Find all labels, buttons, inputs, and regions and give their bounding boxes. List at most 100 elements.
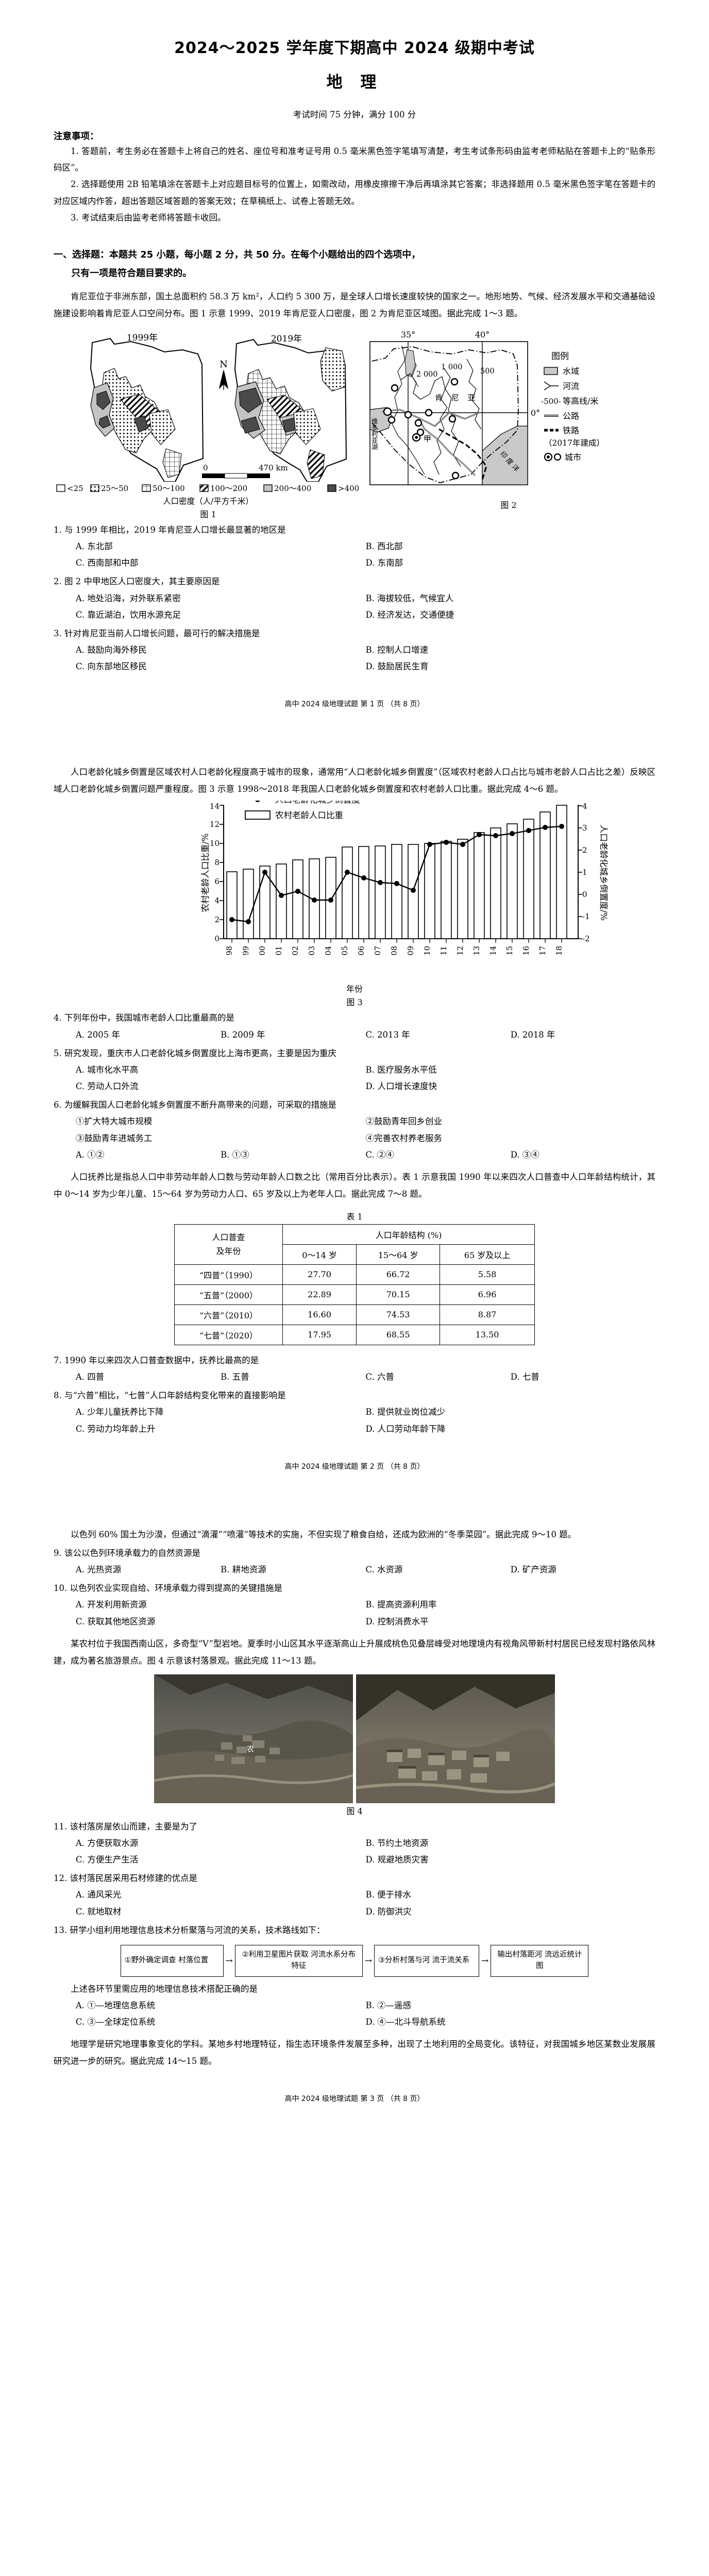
cell-0-14: 27.70 [282, 1264, 357, 1285]
question-13-tail-text: 上述各环节里需应用的地理信息技术搭配正确的是 [71, 1984, 258, 1994]
option-11a[interactable]: A. 方便获取水源 [75, 1838, 139, 1848]
option-1b[interactable]: B. 西北部 [365, 541, 403, 552]
option-3a[interactable]: A. 鼓励向海外移民 [75, 645, 147, 655]
option-13d[interactable]: D. ④—北斗导航系统 [365, 2017, 446, 2027]
svg-text:1999: 1999 [242, 946, 250, 955]
option-6a[interactable]: A. ①② [75, 1149, 105, 1160]
svg-text:2: 2 [214, 915, 220, 924]
question-10-text: 以色列农业实现自给、环境承载力得到提高的关键措施是 [70, 1583, 283, 1594]
option-3b[interactable]: B. 控制人口增速 [365, 645, 429, 655]
option-2b[interactable]: B. 海拔较低，气候宜人 [365, 593, 454, 603]
question-5-options: A. 城市化水平高 B. 医疗服务水平低 C. 劳动人口外流 D. 人口增长速度… [54, 1062, 655, 1095]
line-markers [229, 824, 564, 925]
option-4a[interactable]: A. 2005 年 [75, 1029, 121, 1040]
question-9: 9. 该公以色列环境承载力的自然资源是 A. 光热资源 B. 耕地资源 C. 水… [54, 1545, 655, 1578]
svg-text:4: 4 [582, 802, 587, 811]
option-6c[interactable]: C. ②④ [365, 1149, 394, 1160]
svg-text:2011: 2011 [440, 946, 448, 955]
option-5c[interactable]: C. 劳动人口外流 [75, 1081, 139, 1092]
row-label: “五普”（2000） [174, 1284, 283, 1305]
statement-6-2: ②鼓励青年回乡创业 [365, 1116, 442, 1127]
option-2d[interactable]: D. 经济发达，交通便捷 [365, 609, 454, 620]
option-4b[interactable]: B. 2009 年 [221, 1029, 265, 1040]
row-label: “四普”（1990） [174, 1264, 283, 1285]
option-8b[interactable]: B. 提供就业岗位减少 [365, 1407, 446, 1417]
city-marker [416, 428, 425, 436]
option-5d[interactable]: D. 人口增长速度快 [365, 1081, 437, 1092]
city-marker [414, 419, 423, 427]
option-1a[interactable]: A. 东北部 [75, 541, 113, 552]
option-12b[interactable]: B. 便于排水 [365, 1890, 412, 1900]
option-9a[interactable]: A. 光热资源 [75, 1564, 122, 1574]
option-11d[interactable]: D. 规避地质灾害 [365, 1855, 429, 1865]
question-11-num: 11. [54, 1821, 67, 1832]
option-6b[interactable]: B. ①③ [221, 1149, 249, 1160]
question-13-text: 研学小组利用地理信息技术分析聚落与河流的关系，技术路线如下： [70, 1925, 325, 1935]
option-5b[interactable]: B. 医疗服务水平低 [365, 1064, 437, 1075]
option-3c[interactable]: C. 向东部地区移民 [75, 662, 147, 672]
option-10a[interactable]: A. 开发利用新资源 [75, 1600, 147, 1610]
option-11b[interactable]: B. 节约土地资源 [365, 1838, 429, 1848]
option-9c[interactable]: C. 水资源 [365, 1564, 403, 1574]
cell-15-64: 68.55 [356, 1324, 441, 1345]
question-2-text: 图 2 中甲地区人口密度大，其主要原因是 [64, 577, 220, 587]
table-row: “六普”（2010） 16.60 74.53 8.87 [174, 1304, 535, 1325]
option-2a[interactable]: A. 地处沿海，对外联系紧密 [75, 593, 181, 603]
option-9d[interactable]: D. 矿产资源 [510, 1564, 556, 1574]
option-8d[interactable]: D. 人口劳动年龄下降 [365, 1423, 446, 1434]
legend-label-line: 人口老龄化城乡倒置度 [275, 801, 360, 805]
passage-6: 地理学是研究地理事象变化的学科。某地乡村地理特征，指生态环境条件发展至多种，出现… [54, 2039, 655, 2066]
map-2019: 2019年 [234, 334, 347, 482]
statement-6-3: ③鼓励青年进城务工 [75, 1133, 153, 1143]
option-3d[interactable]: D. 鼓励居民生育 [365, 662, 429, 672]
option-8a[interactable]: A. 少年儿童抚养比下降 [75, 1407, 164, 1417]
svg-text:2017: 2017 [539, 946, 547, 955]
option-8c[interactable]: C. 劳动力均年龄上升 [75, 1423, 156, 1434]
cell-65plus: 6.96 [440, 1284, 535, 1305]
option-4d[interactable]: D. 2018 年 [510, 1029, 555, 1040]
chart-legend: 人口老龄化城乡倒置度 农村老龄人口比重 [245, 801, 360, 820]
question-13: 13. 研学小组利用地理信息技术分析聚落与河流的关系，技术路线如下： [54, 1922, 655, 1939]
option-12a[interactable]: A. 通风采光 [75, 1890, 122, 1900]
svg-text:4: 4 [214, 896, 220, 905]
svg-text:50～100: 50～100 [153, 484, 185, 493]
water-body [404, 349, 416, 377]
question-7-options: A. 四普 B. 五普 C. 六普 D. 七普 [54, 1369, 655, 1385]
option-12c[interactable]: C. 就地取材 [75, 1906, 122, 1917]
option-13b[interactable]: B. ②—遥感 [365, 2001, 412, 2011]
option-10d[interactable]: D. 控制消费水平 [365, 1616, 429, 1626]
option-6d[interactable]: D. ③④ [510, 1149, 539, 1160]
question-3-options: A. 鼓励向海外移民 B. 控制人口增速 C. 向东部地区移民 D. 鼓励居民生… [54, 642, 655, 675]
option-7c[interactable]: C. 六普 [365, 1372, 394, 1382]
option-1d[interactable]: D. 东南部 [365, 558, 403, 568]
option-7a[interactable]: A. 四普 [75, 1372, 105, 1382]
option-13c[interactable]: C. ③—全球定位系统 [75, 2017, 156, 2027]
option-10b[interactable]: B. 提高资源利用率 [365, 1600, 437, 1610]
section-1-label: 一、选择题： [54, 249, 109, 260]
question-1-text: 与 1999 年相比，2019 年肯尼亚人口增长最显著的地区是 [64, 524, 286, 535]
question-1: 1. 与 1999 年相比，2019 年肯尼亚人口增长最显著的地区是 A. 东北… [54, 522, 655, 572]
option-13a[interactable]: A. ①—地理信息系统 [75, 2001, 156, 2011]
north-arrow-icon: N [218, 359, 229, 390]
svg-text:公路: 公路 [563, 411, 579, 421]
option-4c[interactable]: C. 2013 年 [365, 1029, 410, 1040]
option-10c[interactable]: C. 获取其他地区资源 [75, 1616, 156, 1626]
exam-title: 2024～2025 学年度下期高中 2024 级期中考试 [174, 39, 535, 57]
question-9-num: 9. [54, 1548, 62, 1558]
option-9b[interactable]: B. 耕地资源 [221, 1564, 266, 1574]
notice-heading: 注意事项： [54, 131, 99, 142]
river-1 [391, 345, 425, 475]
option-5a[interactable]: A. 城市化水平高 [75, 1064, 139, 1075]
option-1c[interactable]: C. 西南部和中部 [75, 558, 139, 568]
question-12: 12. 该村落民居采用石材修建的优点是 A. 通风采光 B. 便于排水 C. 就… [54, 1870, 655, 1920]
option-12d[interactable]: D. 防御洪灾 [365, 1906, 412, 1917]
option-11c[interactable]: C. 方便生产生活 [75, 1855, 139, 1865]
option-7b[interactable]: B. 五普 [221, 1372, 249, 1382]
option-2c[interactable]: C. 靠近湖泊，饮用水源充足 [75, 609, 181, 620]
option-7d[interactable]: D. 七普 [510, 1372, 539, 1382]
question-13-options: A. ①—地理信息系统 B. ②—遥感 C. ③—全球定位系统 D. ④—北斗导… [54, 1997, 655, 2030]
table-row: “四普”（1990） 27.70 66.72 5.58 [174, 1264, 535, 1285]
svg-text:-2: -2 [582, 934, 590, 943]
svg-text:6: 6 [214, 877, 220, 886]
question-8: 8. 与“六普”相比，“七普”人口年龄结构变化带来的直接影响是 A. 少年儿童抚… [54, 1387, 655, 1437]
